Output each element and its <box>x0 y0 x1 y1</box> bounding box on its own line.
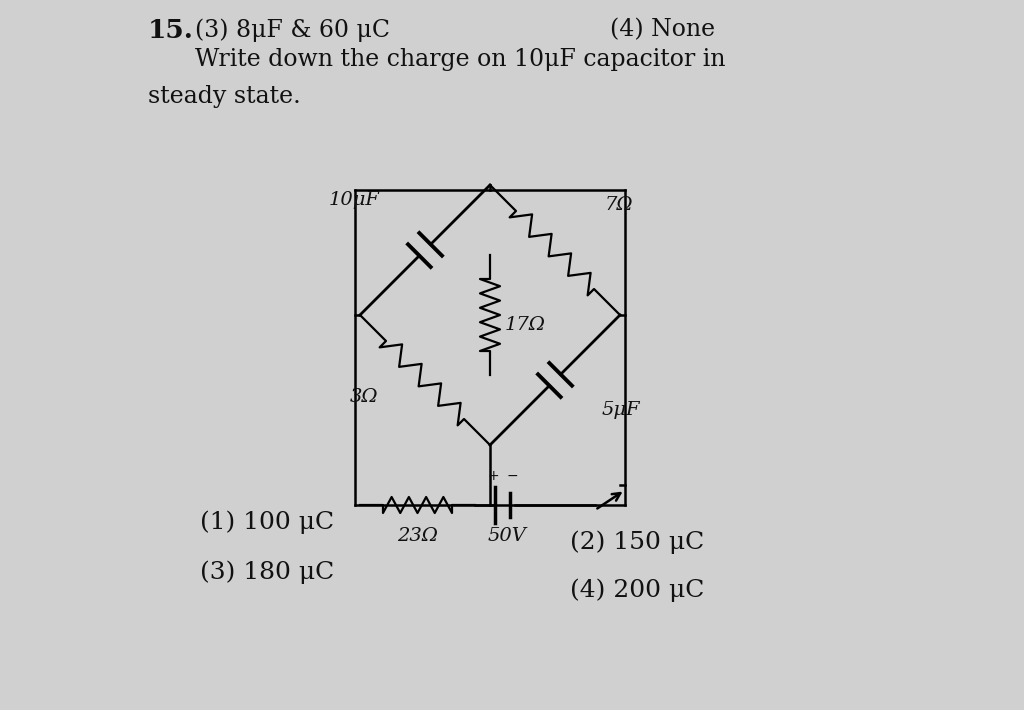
Text: 15.: 15. <box>148 18 194 43</box>
Text: 23Ω: 23Ω <box>397 527 438 545</box>
Text: Write down the charge on 10μF capacitor in: Write down the charge on 10μF capacitor … <box>195 48 725 71</box>
Text: (4) 200 μC: (4) 200 μC <box>570 578 705 601</box>
Text: (1) 100 μC: (1) 100 μC <box>200 510 334 533</box>
Text: 5μF: 5μF <box>602 401 640 419</box>
Text: 17Ω: 17Ω <box>505 316 546 334</box>
Text: +: + <box>487 469 499 483</box>
Text: (4) None: (4) None <box>610 18 715 41</box>
Text: 10μF: 10μF <box>329 191 380 209</box>
Text: (3) 180 μC: (3) 180 μC <box>200 560 334 584</box>
Text: steady state.: steady state. <box>148 85 301 108</box>
Text: −: − <box>506 469 518 483</box>
Text: 3Ω: 3Ω <box>349 388 378 406</box>
Text: (2) 150 μC: (2) 150 μC <box>570 530 705 554</box>
Text: 50V: 50V <box>488 527 527 545</box>
Text: 7Ω: 7Ω <box>605 196 634 214</box>
Text: (3) 8μF & 60 μC: (3) 8μF & 60 μC <box>195 18 390 41</box>
